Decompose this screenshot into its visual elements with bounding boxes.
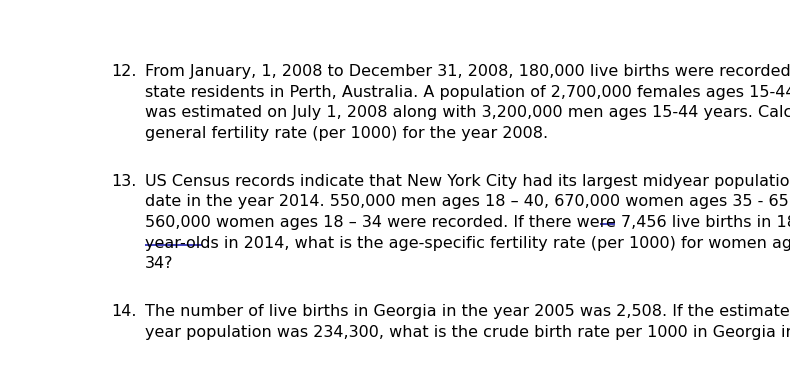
Text: date in the year 2014. 550,000 men ages 18 – 40, 670,000 women ages 35 - 65 and: date in the year 2014. 550,000 men ages …	[145, 194, 790, 209]
Text: year population was 234,300, what is the crude birth rate per 1000 in Georgia in: year population was 234,300, what is the…	[145, 325, 790, 340]
Text: 14.: 14.	[111, 304, 137, 319]
Text: state residents in Perth, Australia. A population of 2,700,000 females ages 15-4: state residents in Perth, Australia. A p…	[145, 85, 790, 100]
Text: 12.: 12.	[111, 64, 137, 79]
Text: 13.: 13.	[111, 174, 137, 189]
Text: The number of live births in Georgia in the year 2005 was 2,508. If the estimate: The number of live births in Georgia in …	[145, 304, 790, 319]
Text: was estimated on July 1, 2008 along with 3,200,000 men ages 15-44 years. Calcula: was estimated on July 1, 2008 along with…	[145, 105, 790, 120]
Text: 560,000 women ages 18 – 34 were recorded. If there were 7,456 live births in 18 : 560,000 women ages 18 – 34 were recorded…	[145, 215, 790, 230]
Text: US Census records indicate that New York City had its largest midyear population: US Census records indicate that New York…	[145, 174, 790, 189]
Text: From January, 1, 2008 to December 31, 2008, 180,000 live births were recorded am: From January, 1, 2008 to December 31, 20…	[145, 64, 790, 79]
Text: general fertility rate (per 1000) for the year 2008.: general fertility rate (per 1000) for th…	[145, 126, 547, 141]
Text: 34?: 34?	[145, 256, 173, 271]
Text: year-olds in 2014, what is the age-specific fertility rate (per 1000) for women : year-olds in 2014, what is the age-speci…	[145, 236, 790, 251]
